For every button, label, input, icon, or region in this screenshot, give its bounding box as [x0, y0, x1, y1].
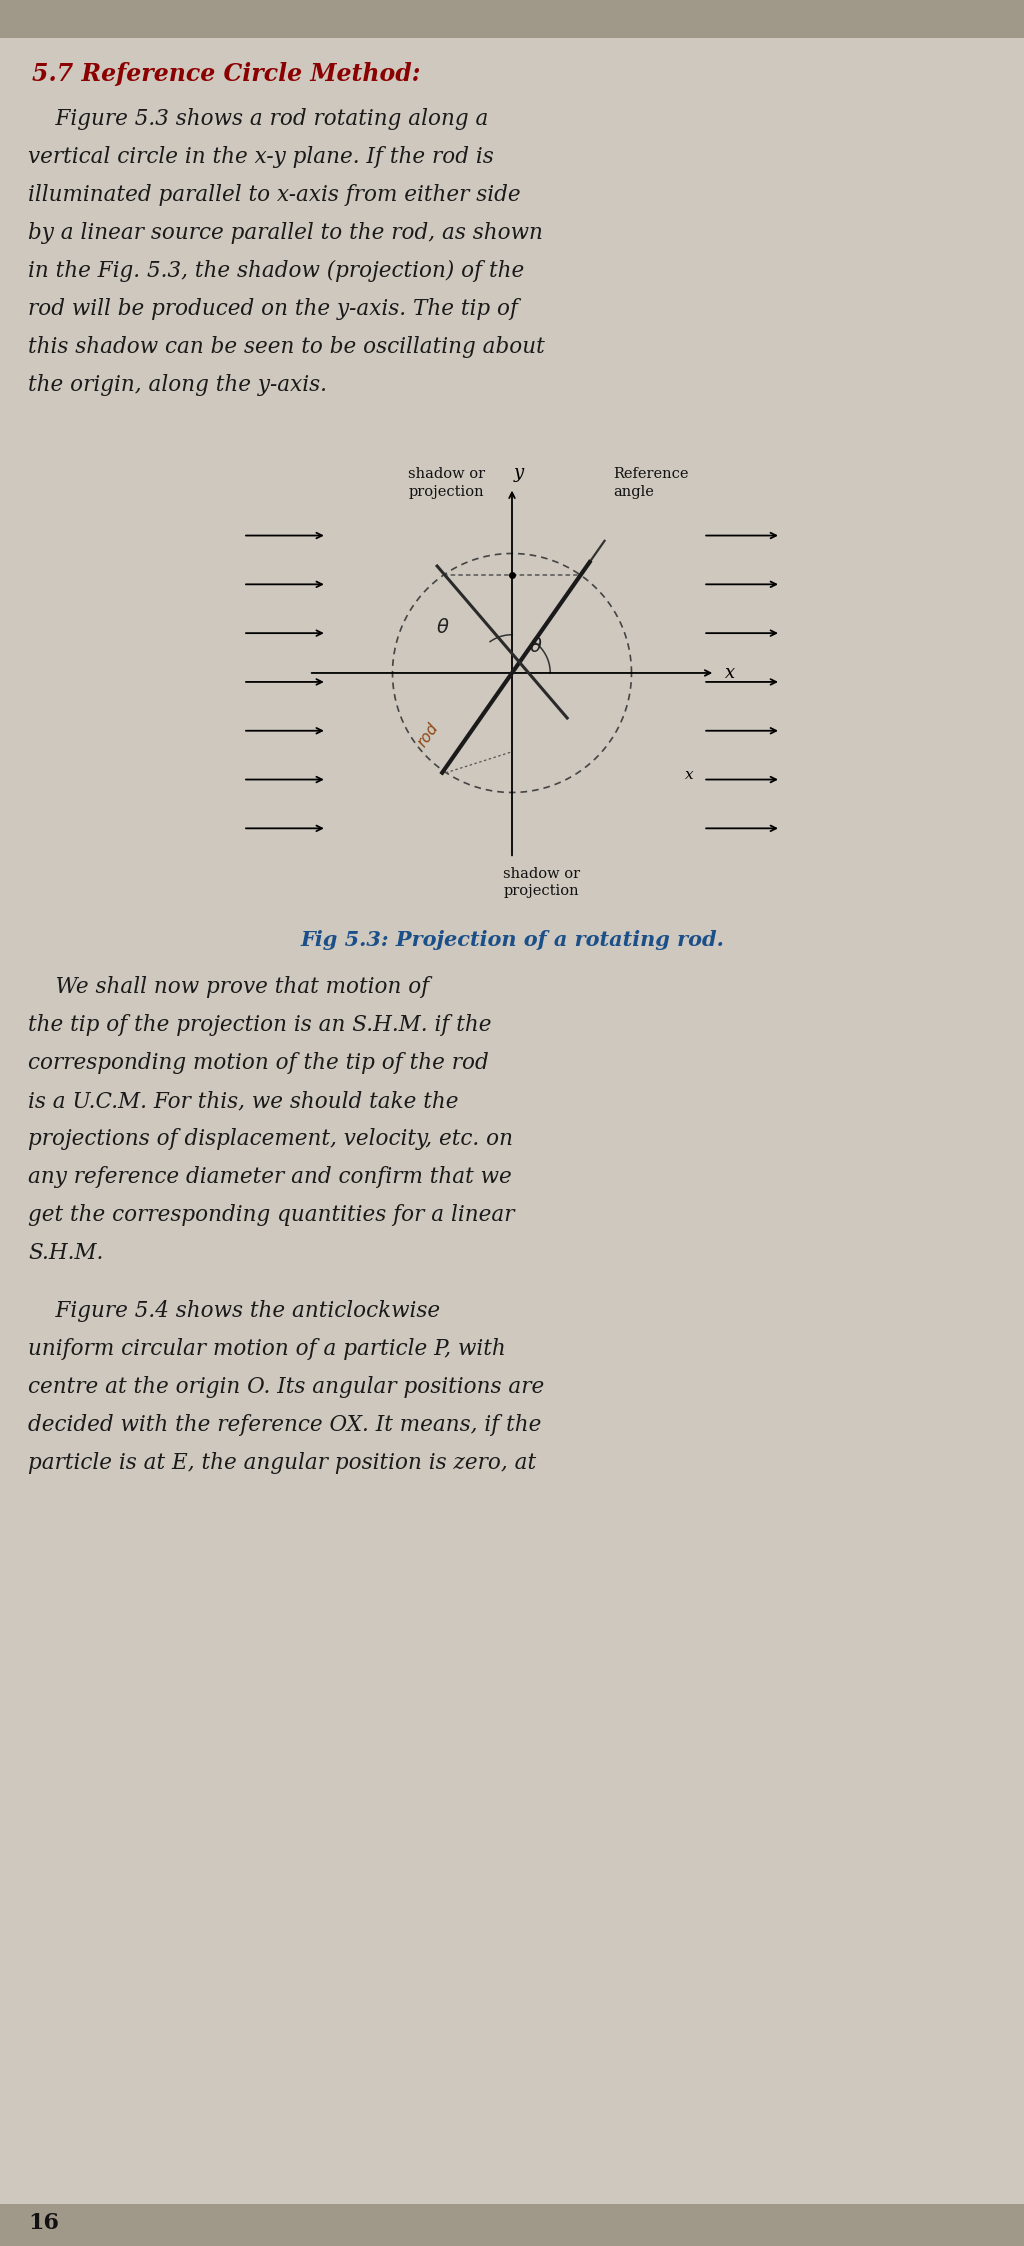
Text: $\theta$: $\theta$	[436, 618, 450, 638]
Text: rod will be produced on the y-axis. The tip of: rod will be produced on the y-axis. The …	[28, 299, 518, 319]
Text: Figure 5.4 shows the anticlockwise: Figure 5.4 shows the anticlockwise	[28, 1300, 440, 1323]
Text: corresponding motion of the tip of the rod: corresponding motion of the tip of the r…	[28, 1051, 488, 1074]
Text: 16: 16	[28, 2212, 59, 2235]
Text: the origin, along the y-axis.: the origin, along the y-axis.	[28, 375, 327, 395]
Text: decided with the reference OX. It means, if the: decided with the reference OX. It means,…	[28, 1415, 542, 1435]
Text: illuminated parallel to x-axis from either side: illuminated parallel to x-axis from eith…	[28, 184, 520, 207]
Text: Reference
angle: Reference angle	[613, 467, 689, 499]
Text: $\theta$: $\theta$	[529, 638, 543, 656]
Text: rod: rod	[415, 721, 441, 750]
Bar	[0, 0, 1024, 38]
Text: shadow or
projection: shadow or projection	[504, 867, 581, 898]
Text: Figure 5.3 shows a rod rotating along a: Figure 5.3 shows a rod rotating along a	[28, 108, 488, 130]
Text: is a U.C.M. For this, we should take the: is a U.C.M. For this, we should take the	[28, 1089, 459, 1112]
Text: shadow or
projection: shadow or projection	[408, 467, 484, 499]
Text: get the corresponding quantities for a linear: get the corresponding quantities for a l…	[28, 1204, 514, 1226]
Text: 5.7 Reference Circle Method:: 5.7 Reference Circle Method:	[32, 63, 421, 85]
Text: uniform circular motion of a particle P, with: uniform circular motion of a particle P,…	[28, 1339, 506, 1361]
Text: S.H.M.: S.H.M.	[28, 1242, 103, 1264]
Text: this shadow can be seen to be oscillating about: this shadow can be seen to be oscillatin…	[28, 337, 545, 357]
Text: in the Fig. 5.3, the shadow (projection) of the: in the Fig. 5.3, the shadow (projection)…	[28, 261, 524, 283]
Text: by a linear source parallel to the rod, as shown: by a linear source parallel to the rod, …	[28, 222, 543, 245]
Text: y: y	[514, 463, 524, 481]
Bar	[0, 2203, 1024, 2246]
Text: projections of displacement, velocity, etc. on: projections of displacement, velocity, e…	[28, 1127, 513, 1150]
Text: the tip of the projection is an S.H.M. if the: the tip of the projection is an S.H.M. i…	[28, 1013, 492, 1035]
Text: Fig 5.3: Projection of a rotating rod.: Fig 5.3: Projection of a rotating rod.	[300, 930, 724, 950]
Text: x: x	[685, 768, 694, 782]
Text: vertical circle in the x-y plane. If the rod is: vertical circle in the x-y plane. If the…	[28, 146, 494, 168]
Text: We shall now prove that motion of: We shall now prove that motion of	[28, 977, 429, 997]
Text: centre at the origin O. Its angular positions are: centre at the origin O. Its angular posi…	[28, 1377, 544, 1397]
Text: any reference diameter and confirm that we: any reference diameter and confirm that …	[28, 1166, 512, 1188]
Text: x: x	[725, 665, 735, 683]
Text: particle is at E, the angular position is zero, at: particle is at E, the angular position i…	[28, 1451, 537, 1473]
